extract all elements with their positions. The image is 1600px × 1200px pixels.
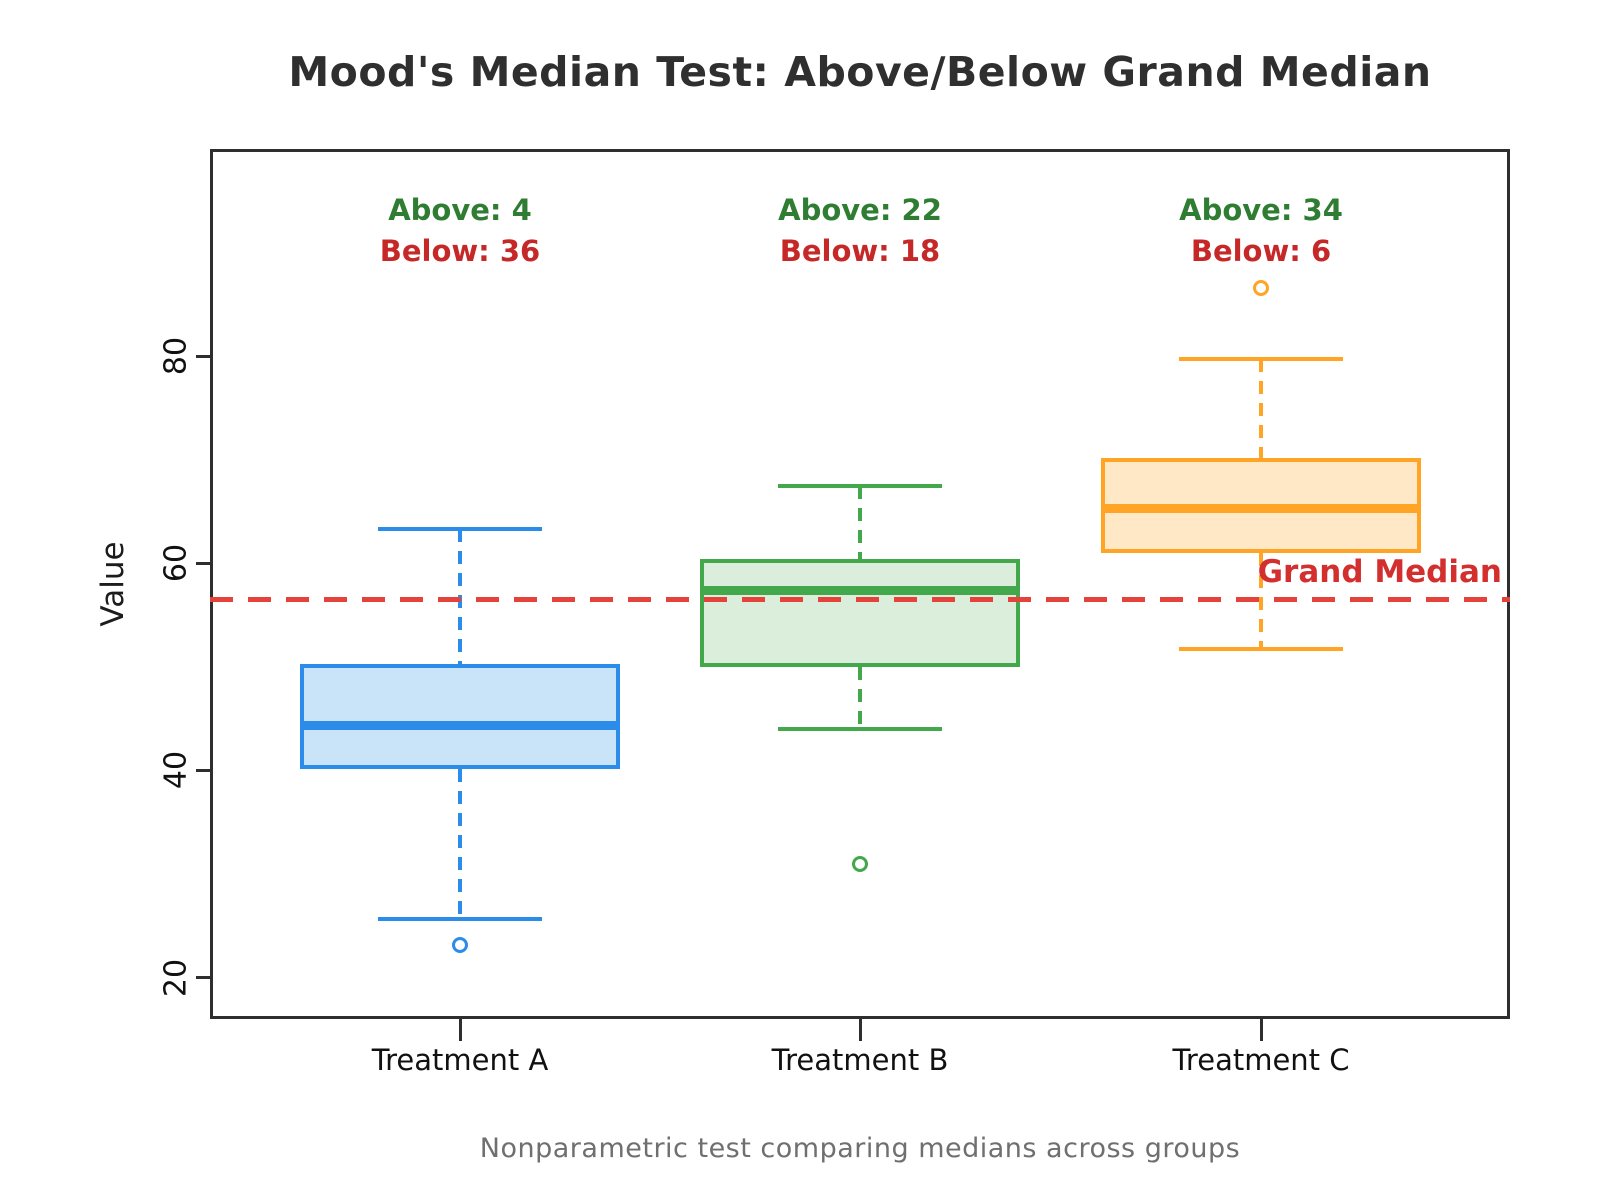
treatment-b-outlier-point: [852, 855, 868, 872]
treatment-b-axis-label: Treatment B: [771, 1043, 949, 1077]
treatment-b-above-annotation: Above: 22: [778, 193, 942, 227]
y-axis-title: Value: [95, 541, 131, 627]
x-tick-mark: [1259, 1019, 1263, 1041]
y-tick-mark: [196, 976, 210, 980]
treatment-a-box: [300, 663, 620, 770]
chart-caption: Nonparametric test comparing medians acr…: [479, 1133, 1241, 1164]
treatment-a-above-annotation: Above: 4: [388, 193, 532, 227]
treatment-b-upper-whisker-line: [858, 485, 862, 560]
treatment-a-axis-label: Treatment A: [371, 1043, 549, 1077]
y-tick-mark: [196, 561, 210, 565]
treatment-c-median-line: [1103, 503, 1419, 513]
treatment-b-box: [700, 559, 1020, 667]
treatment-c-lower-whisker-cap: [1179, 647, 1343, 652]
y-tick-label: 80: [158, 337, 194, 376]
x-tick-mark: [458, 1019, 462, 1041]
treatment-b-lower-whisker-line: [858, 666, 862, 729]
treatment-a-upper-whisker-line: [458, 529, 462, 664]
treatment-a-outlier-point: [452, 937, 468, 954]
x-tick-mark: [858, 1019, 862, 1041]
treatment-b-upper-whisker-cap: [778, 483, 942, 488]
treatment-c-upper-whisker-line: [1259, 359, 1263, 458]
treatment-c-axis-label: Treatment C: [1172, 1043, 1350, 1077]
y-tick-label: 40: [158, 751, 194, 790]
grand-median-label: Grand Median: [1257, 553, 1502, 590]
treatment-b-lower-whisker-cap: [778, 727, 942, 731]
treatment-c-upper-whisker-cap: [1179, 357, 1343, 362]
treatment-b-below-annotation: Below: 18: [779, 234, 941, 268]
treatment-a-lower-whisker-line: [458, 769, 462, 919]
y-tick-mark: [196, 354, 210, 358]
treatment-a-lower-whisker-cap: [378, 916, 542, 921]
y-tick-mark: [196, 768, 210, 772]
y-tick-label: 20: [158, 958, 194, 997]
treatment-c-outlier-point: [1253, 279, 1269, 296]
treatment-a-median-line: [302, 721, 618, 731]
y-tick-label: 60: [158, 544, 194, 583]
treatment-b-median-line: [702, 585, 1018, 595]
grand-median-line: [210, 597, 1510, 603]
treatment-c-below-annotation: Below: 6: [1190, 234, 1332, 268]
treatment-c-above-annotation: Above: 34: [1179, 193, 1343, 227]
treatment-a-below-annotation: Below: 36: [379, 234, 541, 268]
treatment-a-upper-whisker-cap: [378, 527, 542, 532]
chart-title: Mood's Median Test: Above/Below Grand Me…: [288, 48, 1432, 96]
